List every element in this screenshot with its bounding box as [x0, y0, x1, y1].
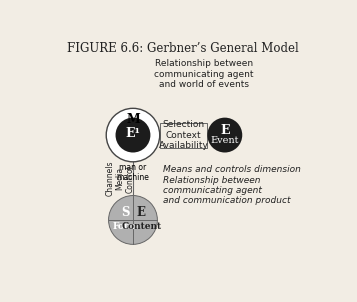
- Text: E¹: E¹: [125, 127, 140, 140]
- Text: Means and controls dimension
Relationship between
communicating agent
and commun: Means and controls dimension Relationshi…: [163, 165, 301, 205]
- Text: S: S: [121, 207, 130, 220]
- Circle shape: [109, 195, 157, 244]
- Text: M: M: [126, 114, 140, 127]
- FancyBboxPatch shape: [160, 124, 207, 148]
- Text: man or
machine: man or machine: [116, 163, 149, 182]
- Circle shape: [207, 118, 242, 153]
- Text: Selection
Context
Availability: Selection Context Availability: [159, 120, 208, 150]
- Circle shape: [116, 118, 150, 153]
- Text: Form: Form: [112, 222, 139, 231]
- Text: E: E: [220, 124, 230, 137]
- Text: Channels
Media
Control: Channels Media Control: [105, 161, 135, 196]
- Circle shape: [106, 108, 160, 162]
- Text: Content: Content: [121, 222, 161, 231]
- Text: Relationship between
communicating agent
and world of events: Relationship between communicating agent…: [154, 59, 253, 89]
- Text: FIGURE 6.6: Gerbner’s General Model: FIGURE 6.6: Gerbner’s General Model: [67, 42, 299, 55]
- Text: E: E: [137, 207, 146, 220]
- Text: Event: Event: [211, 136, 239, 145]
